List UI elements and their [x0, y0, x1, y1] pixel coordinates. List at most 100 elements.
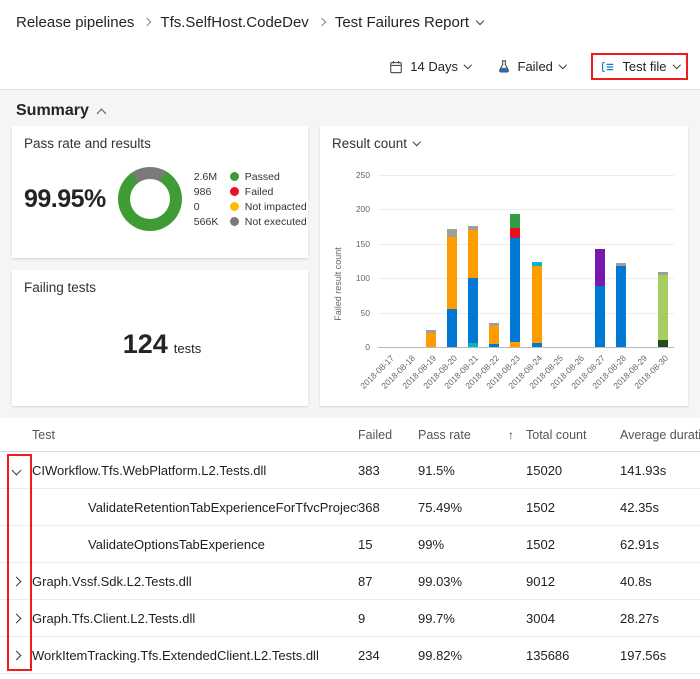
result-count-dropdown[interactable]: Result count [332, 136, 680, 151]
bar-segment[interactable] [425, 329, 436, 334]
bar-segment[interactable] [658, 274, 669, 341]
bar-segment[interactable] [595, 248, 605, 287]
bar-segment[interactable] [531, 265, 542, 343]
pass-rate-cell: 99% [418, 536, 445, 552]
breadcrumb-item[interactable]: Test Failures Report [334, 13, 470, 31]
filter-failed[interactable]: Failed [497, 59, 567, 74]
table-row[interactable]: ValidateOptionsTabExperience 15 99% 1502… [0, 526, 700, 563]
bar-segment[interactable] [447, 236, 457, 310]
row-expander[interactable] [0, 600, 32, 636]
failed-count: 15 [358, 536, 373, 552]
table-row[interactable]: Graph.Tfs.Client.L2.Tests.dll 9 99.7% 30… [0, 600, 700, 637]
filter-toolbar: 14 Days Failed Test file [0, 44, 700, 90]
legend-dot [229, 217, 239, 226]
table-row[interactable]: WorkItemTracking.Tfs.ExtendedClient.L2.T… [0, 637, 700, 674]
total-count-cell: 1502 [526, 499, 555, 515]
table-row[interactable]: Graph.Vssf.Sdk.L2.Tests.dll 87 99.03% 90… [0, 563, 700, 600]
legend-label: Not executed [244, 215, 307, 228]
bar-segment[interactable] [468, 230, 479, 279]
breadcrumb-item[interactable]: Tfs.SelfHost.CodeDev [160, 13, 309, 31]
bar-segment[interactable] [489, 322, 500, 327]
bar-segment[interactable] [447, 309, 457, 347]
expand-chevron-icon [11, 576, 21, 586]
breadcrumb-item[interactable]: Release pipelines [16, 13, 135, 31]
bar-segment[interactable] [595, 286, 605, 347]
bar-segment[interactable] [658, 340, 669, 347]
breadcrumb: Release pipelines Tfs.SelfHost.CodeDev Tes… [0, 0, 700, 44]
failed-count: 87 [358, 573, 373, 589]
result-count-card: Result count Failed result count 0 50 100 1… [320, 126, 688, 406]
failing-tests-card-title: Failing tests [24, 280, 97, 295]
breadcrumb-separator-icon [317, 17, 327, 27]
gridline [378, 209, 674, 211]
test-name[interactable]: WorkItemTracking.Tfs.ExtendedClient.L2.T… [32, 647, 319, 663]
average-duration-cell: 197.56s [620, 647, 667, 663]
bar-segment[interactable] [510, 214, 521, 228]
bar-segment[interactable] [468, 278, 479, 343]
table-row[interactable]: CIWorkflow.Tfs.WebPlatform.L2.Tests.dll … [0, 452, 700, 489]
collapse-chevron-icon [11, 465, 21, 475]
chevron-down-icon [558, 61, 567, 69]
table-body: CIWorkflow.Tfs.WebPlatform.L2.Tests.dll … [0, 452, 700, 674]
bar-segment[interactable] [531, 262, 542, 266]
average-duration-cell: 28.27s [620, 610, 660, 626]
bar-segment[interactable] [510, 238, 521, 342]
bar-segment[interactable] [616, 265, 627, 347]
summary-section: Summary Pass rate and results 99.95% 2.6… [0, 90, 700, 418]
pass-rate-cell: 99.7% [418, 610, 455, 626]
column-header-total-count[interactable]: Total count [526, 427, 587, 442]
bar-segment[interactable] [425, 333, 436, 347]
test-name[interactable]: Graph.Vssf.Sdk.L2.Tests.dll [32, 573, 192, 589]
chevron-up-icon [96, 108, 107, 118]
column-header-pass-rate[interactable]: Pass rate ↑ [418, 428, 526, 442]
bar-segment[interactable] [447, 228, 457, 237]
bar-segment[interactable] [616, 263, 627, 266]
legend-dot [229, 187, 239, 196]
breadcrumb-separator-icon [143, 17, 152, 27]
legend-value: 2.6M [193, 170, 218, 183]
row-expander[interactable] [0, 489, 32, 525]
table-header: Test Failed Pass rate ↑ Total count Aver… [0, 418, 700, 452]
test-name[interactable]: Graph.Tfs.Client.L2.Tests.dll [32, 610, 196, 626]
chevron-down-icon [412, 138, 421, 146]
bar-segment[interactable] [489, 343, 500, 347]
row-expander[interactable] [0, 563, 32, 599]
legend-value: 566K [193, 215, 219, 228]
legend-item: 0 Not impacted [194, 201, 307, 213]
filter-14-days[interactable]: 14 Days [389, 59, 472, 74]
column-header-failed[interactable]: Failed [358, 427, 393, 442]
bar-segment[interactable] [468, 342, 479, 347]
y-axis-tick-label: 0 [365, 342, 370, 352]
test-name[interactable]: ValidateRetentionTabExperienceForTfvcPro… [88, 499, 358, 515]
calendar-icon [389, 60, 403, 74]
bar-segment[interactable] [510, 341, 521, 347]
filter-test-file[interactable]: Test file [600, 59, 681, 74]
result-count-title: Result count [332, 136, 408, 151]
row-expander[interactable] [0, 452, 32, 488]
pass-rate-cell: 91.5% [418, 462, 455, 478]
bar-segment[interactable] [468, 225, 479, 231]
column-header-test[interactable]: Test [32, 427, 55, 442]
failed-count: 234 [358, 647, 380, 663]
chevron-down-icon [672, 61, 681, 69]
gridline [378, 175, 674, 176]
expand-chevron-icon [11, 613, 21, 623]
filter-label: Failed [517, 59, 553, 74]
test-name[interactable]: ValidateOptionsTabExperience [88, 536, 265, 552]
row-expander[interactable] [0, 526, 32, 562]
bar-segment[interactable] [510, 227, 521, 239]
bar-segment[interactable] [531, 342, 542, 347]
table-row[interactable]: ValidateRetentionTabExperienceForTfvcPro… [0, 489, 700, 526]
bar-segment[interactable] [489, 326, 500, 344]
pass-rate-donut-chart [117, 167, 182, 231]
row-expander[interactable] [0, 637, 32, 673]
legend-label: Passed [244, 170, 280, 183]
test-name[interactable]: CIWorkflow.Tfs.WebPlatform.L2.Tests.dll [32, 462, 267, 478]
bar-segment[interactable] [658, 272, 669, 275]
result-count-plot: 0 50 100 150 200 250 2018-08-17 2018-08-18 2018-… [356, 170, 674, 391]
column-header-average-duration[interactable]: Average duration [620, 427, 700, 442]
legend-label: Failed [244, 185, 274, 198]
summary-collapse-header[interactable]: Summary [12, 96, 688, 126]
failed-count: 383 [358, 462, 380, 478]
total-count-cell: 3004 [526, 610, 555, 626]
